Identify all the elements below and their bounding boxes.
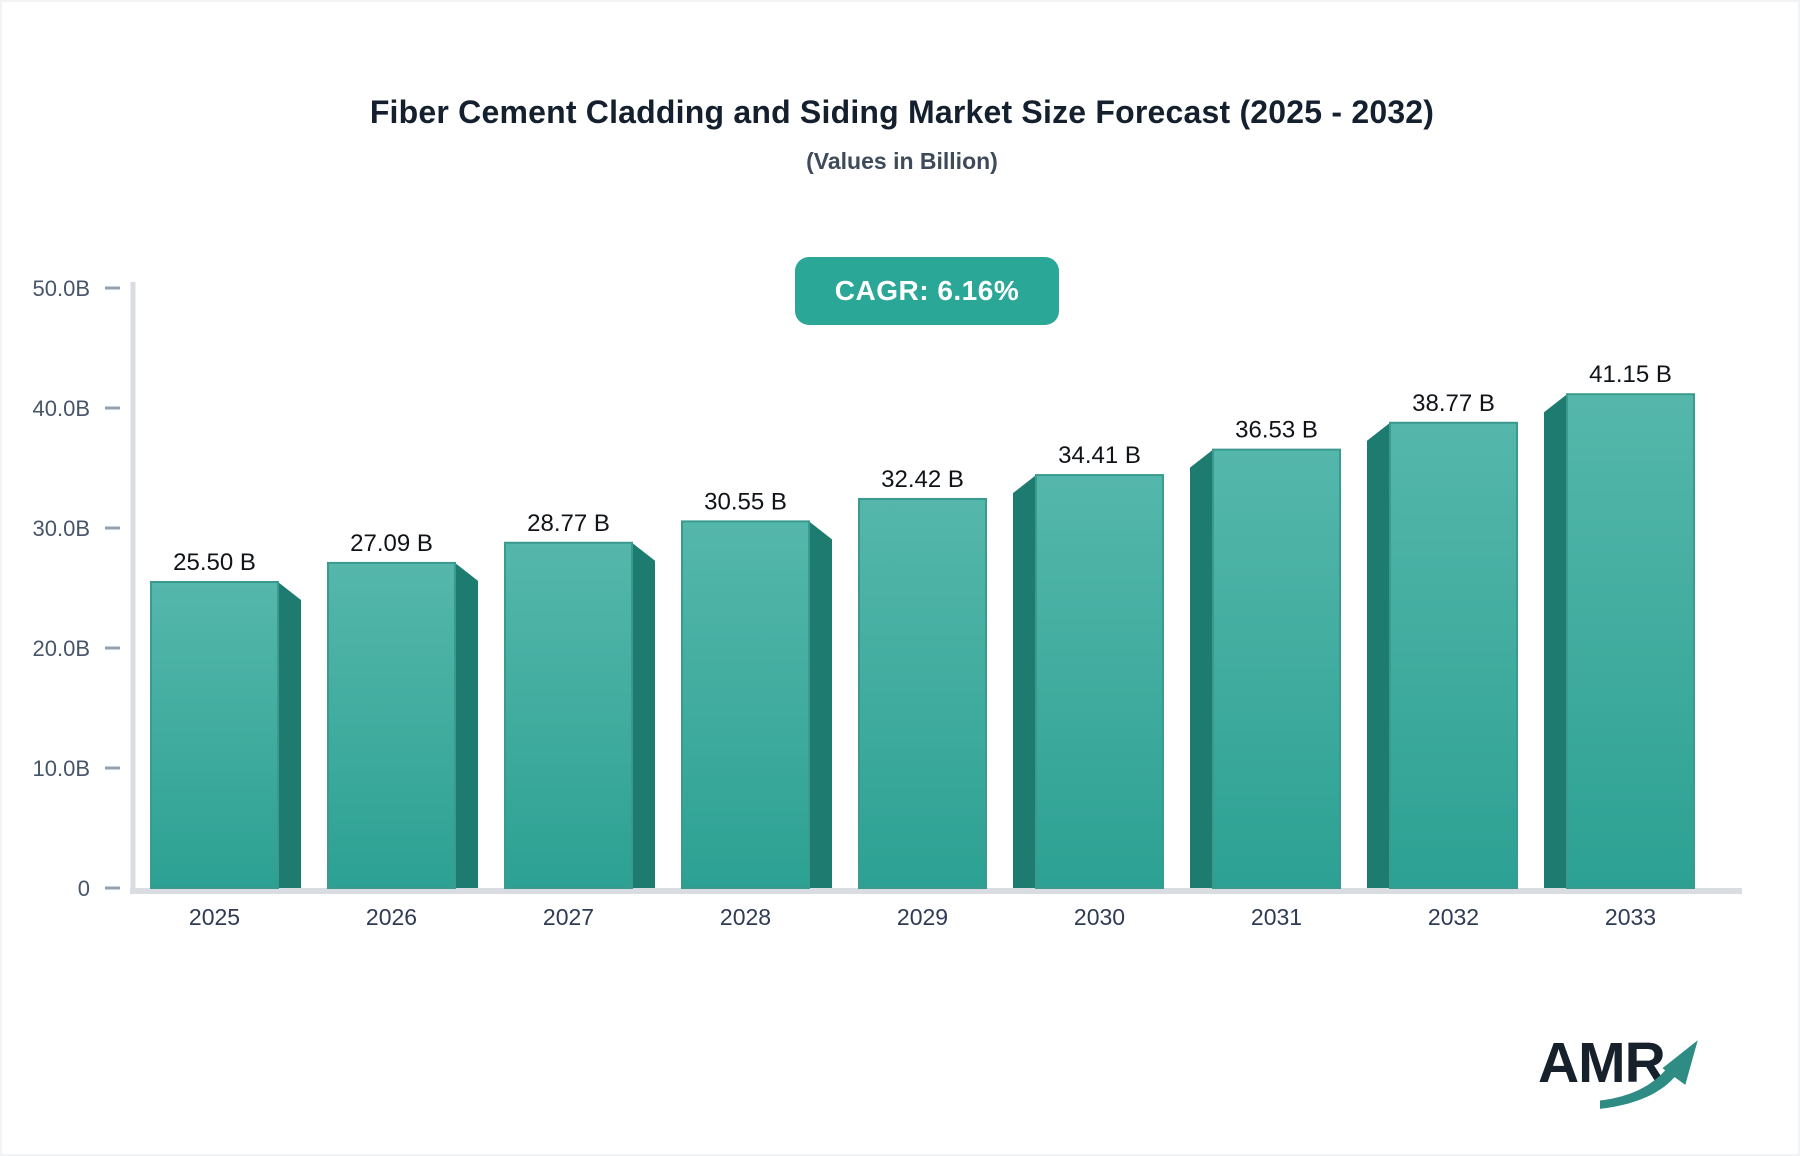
x-tick-label: 2031 (1251, 904, 1302, 930)
bar-2029 (858, 497, 987, 889)
bar-value-label: 28.77 B (527, 510, 610, 537)
bar-2030 (1035, 474, 1164, 889)
bar-value-label: 27.09 B (350, 530, 433, 557)
x-tick-label: 2028 (720, 904, 771, 930)
bar-value-label: 36.53 B (1235, 417, 1318, 444)
x-tick-label: 2033 (1605, 904, 1656, 930)
bar-side-2033 (1544, 394, 1567, 888)
bar-value-label: 41.15 B (1589, 361, 1672, 388)
bar-2027 (504, 541, 633, 889)
y-tick-label: 20.0B (33, 636, 91, 661)
y-tick-label: 50.0B (33, 276, 91, 301)
bar-side-2031 (1190, 449, 1213, 888)
bar-2033 (1566, 393, 1695, 889)
bar-2032 (1389, 421, 1518, 889)
bar-2031 (1212, 448, 1341, 889)
y-tick-label: 10.0B (33, 756, 91, 781)
cagr-badge-label: CAGR: 6.16% (834, 275, 1020, 306)
cagr-badge: CAGR: 6.16% (795, 257, 1059, 325)
bar-value-label: 32.42 B (881, 466, 964, 493)
y-tick-label: 40.0B (33, 396, 91, 421)
x-tick-label: 2027 (543, 904, 594, 930)
bar-value-label: 34.41 B (1058, 442, 1141, 469)
x-tick-label: 2029 (897, 904, 948, 930)
y-tick-label: 0 (78, 876, 90, 901)
amr-logo: AMR (1532, 1030, 1722, 1120)
chart-title: Fiber Cement Cladding and Siding Market … (369, 94, 1435, 130)
growth-arrow-icon (1600, 1040, 1698, 1109)
bar-value-label: 38.77 B (1412, 390, 1495, 417)
amr-logo-text: AMR (1538, 1031, 1666, 1095)
bar-side-2026 (455, 562, 478, 888)
bar-side-2025 (278, 582, 301, 888)
chart-subtitle: (Values in Billion) (806, 148, 998, 174)
bar-side-2027 (632, 542, 655, 888)
bar-2026 (327, 561, 456, 889)
x-tick-label: 2030 (1074, 904, 1125, 930)
bar-side-2028 (809, 521, 832, 888)
x-tick-label: 2032 (1428, 904, 1479, 930)
bar-value-label: 25.50 B (173, 549, 256, 576)
x-tick-label: 2026 (366, 904, 417, 930)
bar-2025 (150, 581, 279, 889)
bar-value-label: 30.55 B (704, 488, 787, 515)
bar-side-2032 (1367, 422, 1390, 888)
bar-side-2030 (1013, 475, 1036, 888)
bar-2028 (681, 520, 810, 890)
x-tick-label: 2025 (189, 904, 240, 930)
y-tick-label: 30.0B (33, 516, 91, 541)
